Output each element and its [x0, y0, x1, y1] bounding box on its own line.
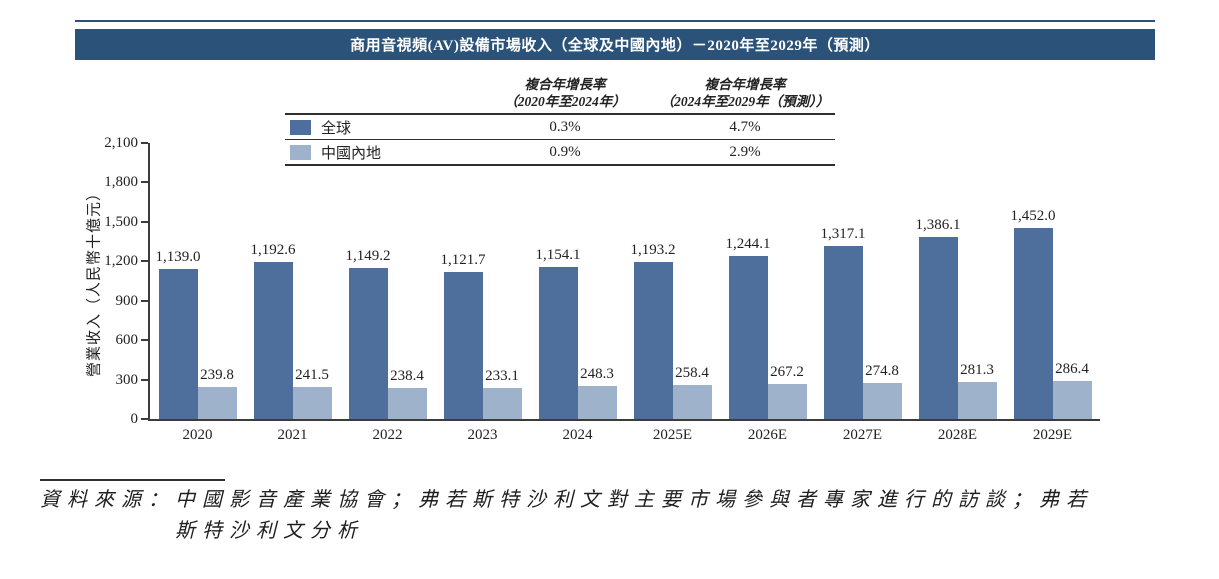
bar-global-2027E — [823, 245, 863, 419]
bar-china-2021 — [292, 387, 332, 419]
x-axis-label-2027E: 2027E — [842, 427, 883, 443]
bar-value-label-china-2025E: 258.4 — [675, 365, 709, 382]
china-series-swatch-icon — [290, 144, 311, 160]
global-cagr-2020-2024: 0.3% — [549, 118, 581, 135]
bar-value-label-china-2028E: 281.3 — [960, 362, 994, 379]
chart-title-bar: 商用音視頻(AV)設備市場收入（全球及中國內地）－2020年至2029年（預測） — [75, 29, 1155, 60]
y-axis-tick-label: 300 — [115, 371, 139, 388]
bar-value-label-global-2021: 1,192.6 — [250, 242, 296, 259]
bar-value-label-global-2022: 1,149.2 — [345, 247, 391, 264]
source-note-line1: 資料來源：中國影音產業協會；弗若斯特沙利文對主要市場參與者專家進行的訪談；弗若 — [40, 489, 1093, 511]
bar-china-2024 — [577, 386, 617, 419]
bar-global-2026E — [728, 255, 768, 419]
bar-value-label-china-2020: 239.8 — [200, 367, 234, 384]
bar-value-label-global-2020: 1,139.0 — [155, 249, 201, 266]
cagr-col1-header: 複合年增長率 （2020年至2024年） — [504, 77, 626, 109]
y-axis-tick-label: 2,100 — [104, 135, 138, 151]
x-axis-label-2020: 2020 — [182, 427, 213, 443]
bar-value-label-china-2023: 233.1 — [485, 368, 519, 385]
bar-global-2029E — [1013, 228, 1053, 419]
bar-value-label-global-2028E: 1,386.1 — [915, 216, 961, 233]
bar-value-label-china-2024: 248.3 — [580, 366, 614, 383]
x-axis-label-2026E: 2026E — [747, 427, 788, 443]
bar-china-2020 — [197, 387, 237, 419]
bar-value-label-global-2027E: 1,317.1 — [820, 225, 866, 242]
y-axis-tick-mark — [141, 260, 148, 263]
legend-row-china: 中國內地 0.9% 2.9% — [285, 139, 835, 164]
bar-global-2028E — [918, 236, 958, 419]
title-top-rule — [75, 20, 1155, 22]
global-series-swatch-icon — [290, 119, 311, 135]
bar-value-label-global-2025E: 1,193.2 — [630, 242, 676, 259]
bar-value-label-china-2029E: 286.4 — [1055, 361, 1089, 378]
cagr-col2-header: 複合年增長率 （2024年至2029年（預測）） — [660, 77, 830, 109]
bar-china-2023 — [482, 388, 522, 419]
global-cagr-2024-2029: 4.7% — [729, 118, 761, 135]
bar-global-2022 — [348, 267, 388, 419]
global-series-label: 全球 — [321, 120, 352, 137]
plot-area: 0 300 600 900 1,200 1,500 1,800 2,100 1,139.0 239… — [104, 135, 1100, 443]
source-note-line2: 斯特沙利文分析 — [175, 520, 364, 542]
y-axis-tick-label: 1,800 — [104, 174, 138, 191]
y-axis-tick-mark — [141, 378, 148, 381]
y-axis-tick-mark — [141, 181, 148, 184]
china-cagr-2024-2029: 2.9% — [729, 143, 761, 160]
bar-global-2024 — [538, 267, 578, 419]
y-axis-tick-label: 900 — [115, 292, 139, 309]
y-axis-tick-mark — [141, 299, 148, 302]
y-axis-tick-mark — [141, 339, 148, 342]
y-axis-tick-mark — [141, 418, 148, 420]
bar-china-2025E — [672, 385, 712, 419]
y-axis-tick-label: 1,200 — [104, 253, 138, 270]
y-axis-tick-mark — [141, 142, 148, 144]
bar-value-label-global-2026E: 1,244.1 — [725, 235, 771, 252]
source-divider-rule — [40, 479, 225, 481]
bar-value-label-china-2021: 241.5 — [295, 367, 329, 384]
y-axis-tick-label: 1,500 — [104, 213, 138, 230]
bar-global-2023 — [443, 271, 483, 419]
bar-global-2021 — [253, 262, 293, 419]
bar-value-label-china-2022: 238.4 — [390, 367, 424, 384]
cagr-table-body: 全球 0.3% 4.7% 中國內地 0.9% 2.9% — [285, 113, 835, 166]
x-axis-label-2028E: 2028E — [937, 427, 978, 443]
page-title: 商用音視頻(AV)設備市場收入（全球及中國內地）－2020年至2029年（預測） — [350, 38, 880, 54]
bar-value-label-china-2027E: 274.8 — [865, 362, 899, 379]
y-axis-tick-label: 0 — [130, 411, 139, 427]
x-axis-label-2029E: 2029E — [1032, 427, 1073, 443]
y-axis-tick-label: 600 — [115, 332, 139, 349]
bar-global-2025E — [633, 262, 673, 419]
bar-global-2020 — [158, 269, 198, 419]
bar-value-label-global-2023: 1,121.7 — [440, 251, 486, 268]
bar-china-2028E — [957, 382, 997, 419]
x-axis-label-2021: 2021 — [277, 427, 308, 443]
y-axis-tick-mark — [141, 220, 148, 223]
bar-china-2026E — [767, 383, 807, 419]
x-axis-label-2022: 2022 — [372, 427, 403, 443]
bar-china-2029E — [1052, 381, 1092, 419]
bar-value-label-global-2024: 1,154.1 — [535, 247, 581, 264]
bar-china-2027E — [862, 382, 902, 419]
cagr-legend-table: 複合年增長率 （2020年至2024年） 複合年增長率 （2024年至2029年… — [285, 76, 835, 166]
bar-value-label-china-2026E: 267.2 — [770, 363, 804, 380]
bar-value-label-global-2029E: 1,452.0 — [1010, 208, 1056, 225]
source-note: 資料來源：中國影音產業協會；弗若斯特沙利文對主要市場參與者專家進行的訪談；弗若 … — [40, 485, 1150, 547]
bar-china-2022 — [387, 387, 427, 419]
x-axis-label-2023: 2023 — [467, 427, 498, 443]
x-axis-label-2025E: 2025E — [652, 427, 693, 443]
china-cagr-2020-2024: 0.9% — [549, 143, 581, 160]
legend-row-global: 全球 0.3% 4.7% — [285, 115, 835, 139]
cagr-table-header: 複合年增長率 （2020年至2024年） 複合年增長率 （2024年至2029年… — [285, 76, 835, 113]
china-series-label: 中國內地 — [321, 145, 382, 162]
x-axis-label-2024: 2024 — [562, 427, 593, 443]
